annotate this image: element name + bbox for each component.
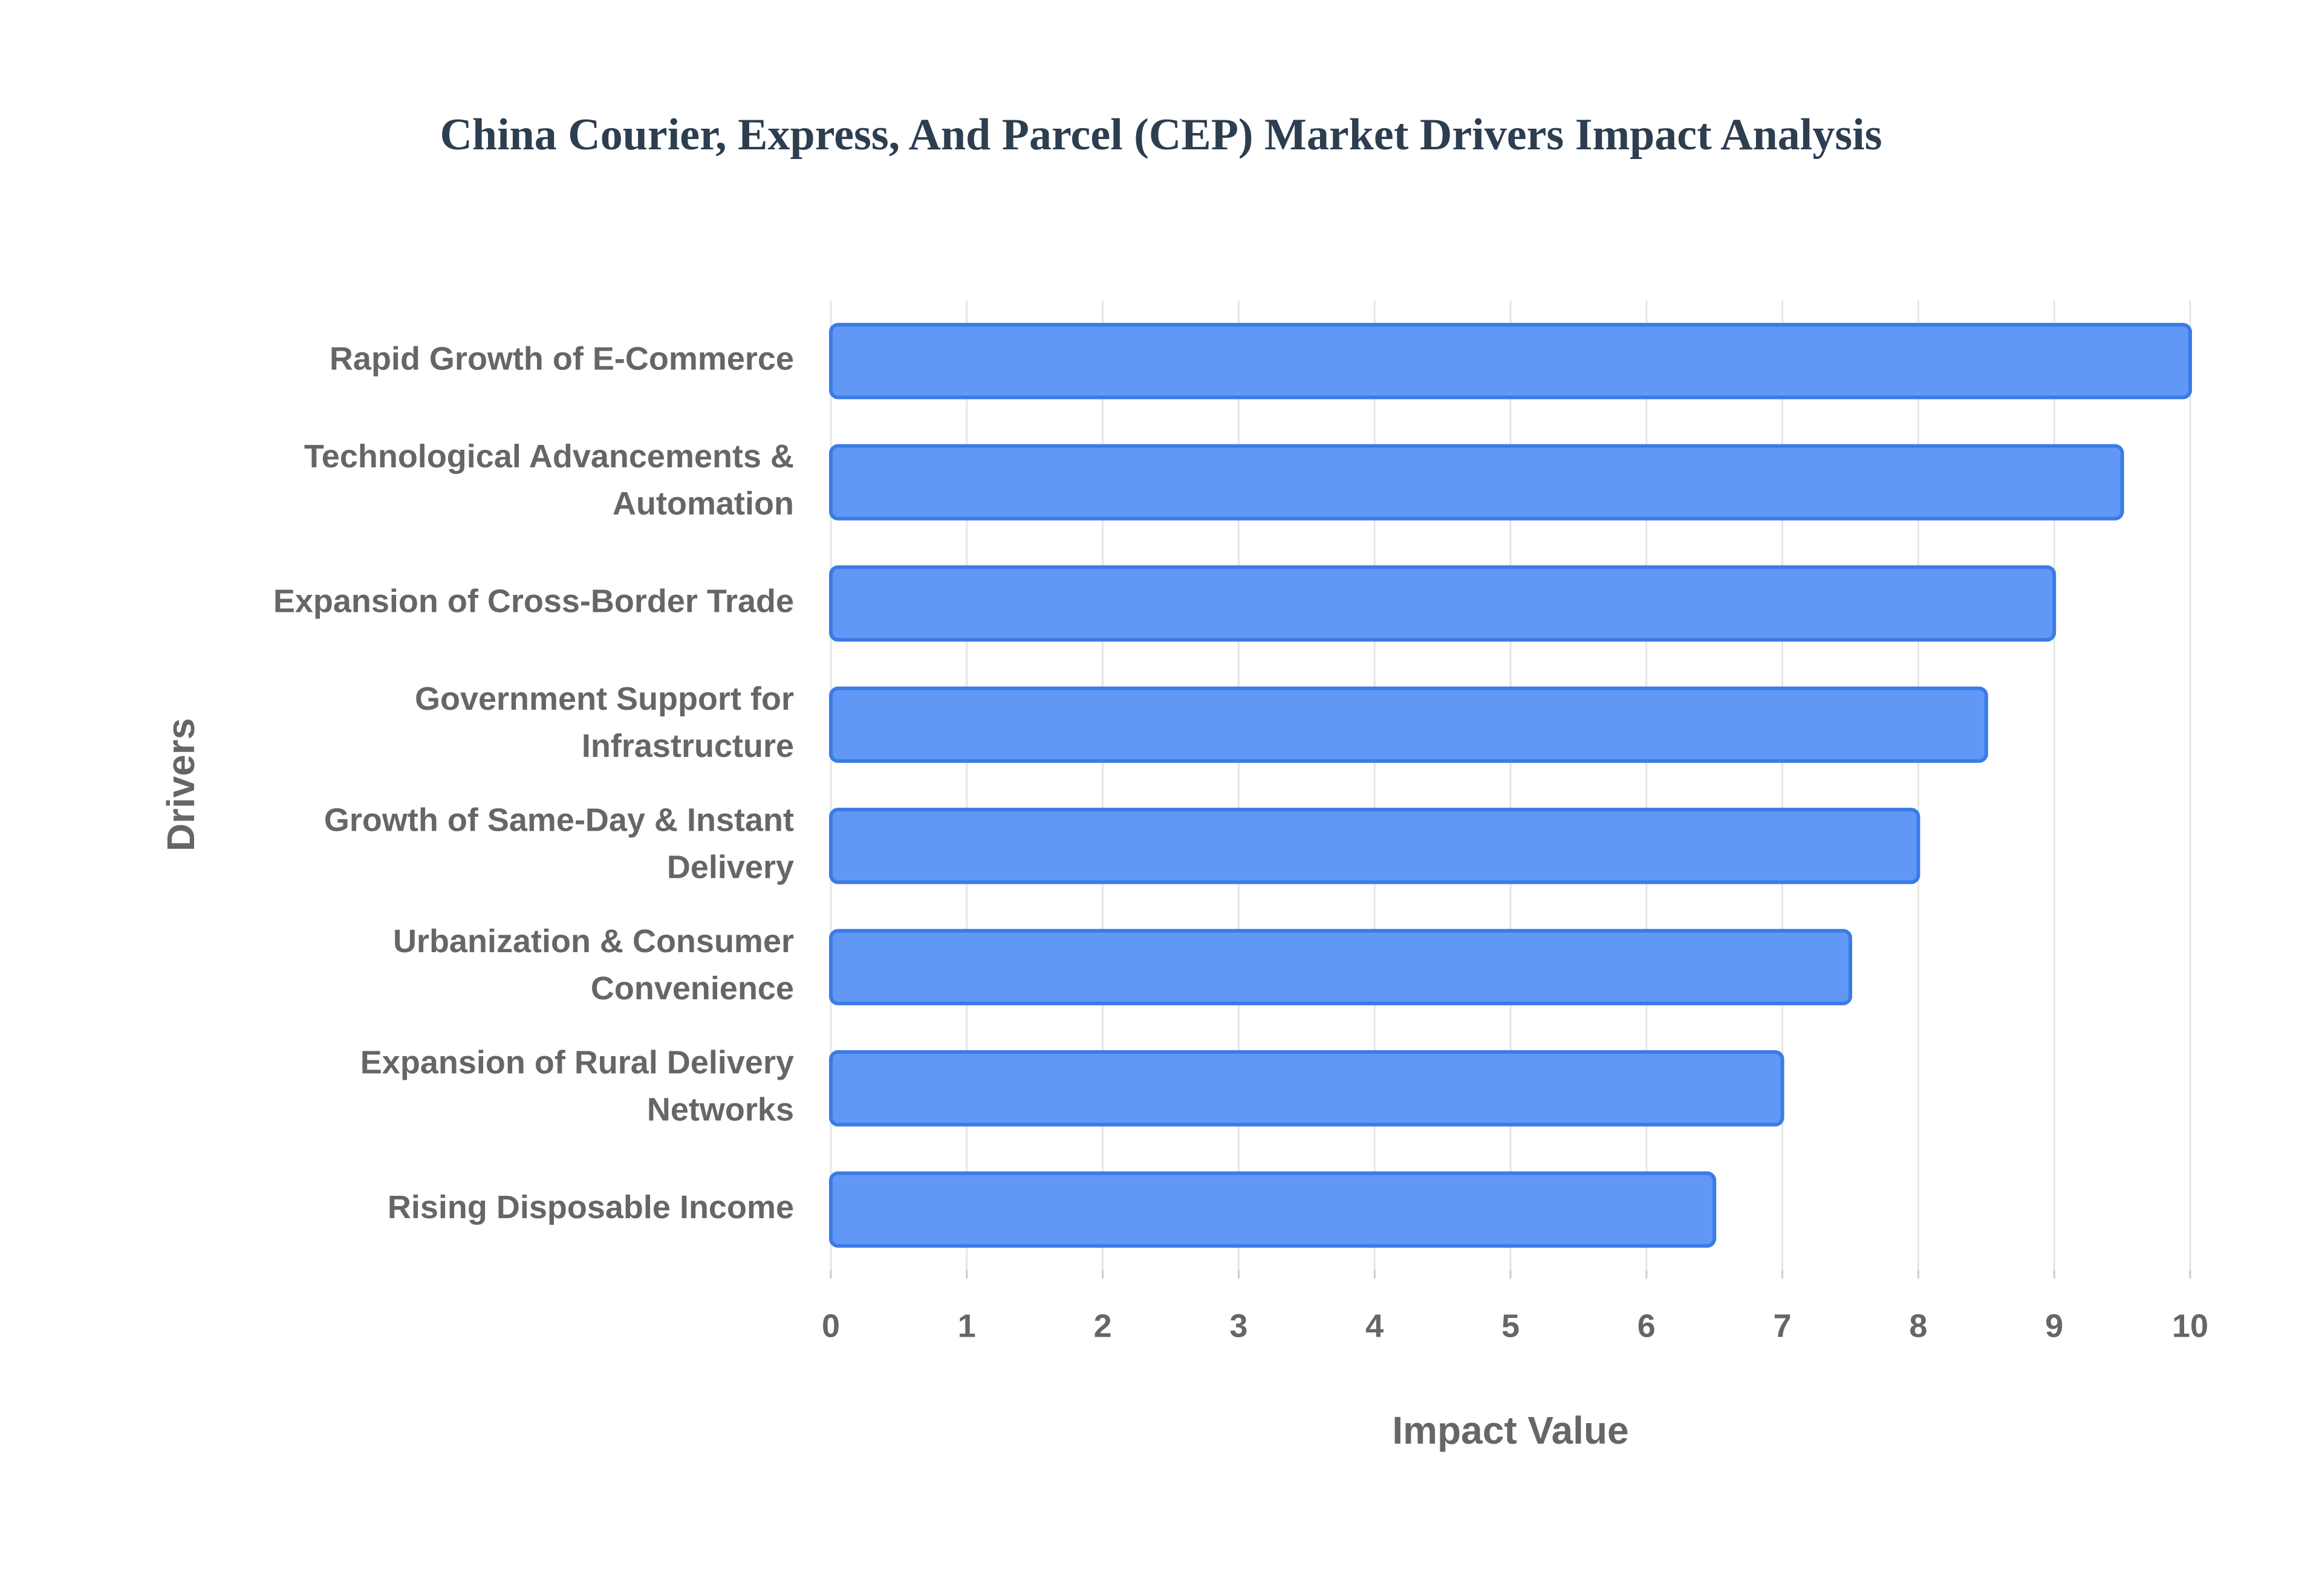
x-tick-label: 7	[1774, 1308, 1792, 1344]
y-tick-label: Technological Advancements & Automation	[304, 438, 794, 522]
x-tick-label: 5	[1501, 1308, 1520, 1344]
x-tick-label: 9	[2045, 1308, 2063, 1344]
y-tick-label: Expansion of Cross-Border Trade	[273, 583, 794, 620]
y-tick-label: Expansion of Rural Delivery Networks	[360, 1045, 794, 1128]
bar	[829, 565, 2057, 642]
y-tick-label: Growth of Same-Day & Instant Delivery	[324, 802, 794, 886]
x-tick-label: 3	[1229, 1308, 1247, 1344]
bar	[829, 686, 1988, 763]
x-axis-title: Impact Value	[1392, 1409, 1628, 1452]
x-tick-label: 1	[958, 1308, 976, 1344]
x-tick-label: 4	[1365, 1308, 1384, 1344]
x-tick-label: 2	[1094, 1308, 1112, 1344]
y-axis-title: Drivers	[159, 718, 203, 852]
x-tick-label: 6	[1637, 1308, 1656, 1344]
x-tick-label: 10	[2172, 1308, 2208, 1344]
chart-title: China Courier, Express, And Parcel (CEP)…	[440, 110, 1882, 160]
bar	[829, 444, 2124, 521]
y-tick-label: Urbanization & Consumer Convenience	[393, 923, 794, 1007]
bar	[829, 323, 2192, 400]
bar	[829, 1050, 1784, 1127]
bar	[829, 1171, 1717, 1248]
bar	[829, 808, 1920, 884]
bar	[829, 929, 1852, 1005]
y-tick-label: Rapid Growth of E-Commerce	[330, 341, 794, 377]
y-tick-label: Government Support for Infrastructure	[415, 681, 794, 764]
y-tick-label: Rising Disposable Income	[388, 1189, 794, 1225]
x-tick-label: 8	[1909, 1308, 1927, 1344]
x-tick-label: 0	[822, 1308, 840, 1344]
